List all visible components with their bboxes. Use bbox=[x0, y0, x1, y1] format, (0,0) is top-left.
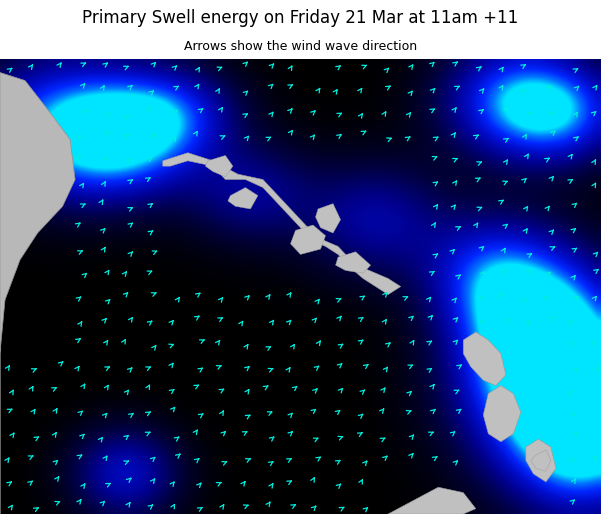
Polygon shape bbox=[228, 188, 258, 209]
Polygon shape bbox=[463, 332, 506, 386]
Polygon shape bbox=[163, 153, 401, 295]
Polygon shape bbox=[0, 72, 75, 514]
Polygon shape bbox=[526, 439, 556, 482]
Polygon shape bbox=[531, 450, 551, 471]
Polygon shape bbox=[483, 386, 521, 442]
Polygon shape bbox=[388, 487, 476, 514]
Polygon shape bbox=[290, 225, 326, 254]
Polygon shape bbox=[206, 155, 233, 177]
Text: Primary Swell energy on Friday 21 Mar at 11am +11: Primary Swell energy on Friday 21 Mar at… bbox=[82, 9, 519, 27]
Text: Arrows show the wind wave direction: Arrows show the wind wave direction bbox=[184, 40, 417, 52]
Polygon shape bbox=[335, 252, 371, 273]
Polygon shape bbox=[316, 204, 341, 233]
